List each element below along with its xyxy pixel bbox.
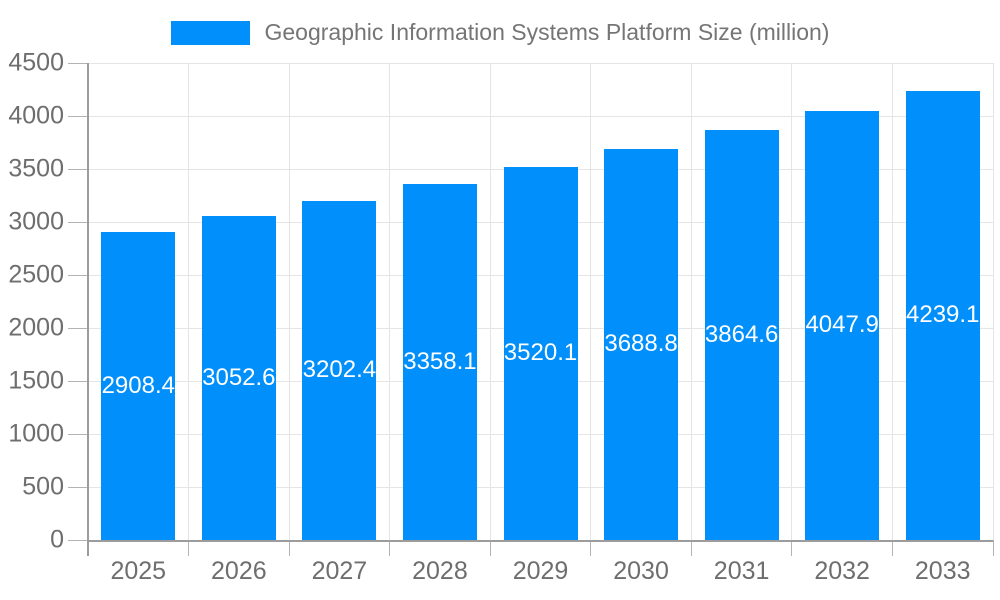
x-gridline <box>791 63 793 540</box>
x-gridline <box>188 63 190 540</box>
y-gridline <box>88 62 993 64</box>
y-axis-label: 500 <box>22 472 64 501</box>
y-axis-tick <box>68 486 88 488</box>
x-gridline <box>690 63 692 540</box>
y-gridline <box>88 115 993 117</box>
y-axis-label: 3000 <box>8 207 64 236</box>
x-axis-label: 2030 <box>613 557 669 585</box>
y-axis-tick <box>68 380 88 382</box>
legend-series-label: Geographic Information Systems Platform … <box>264 19 830 46</box>
bar-value-label: 3864.6 <box>704 321 779 349</box>
x-axis-label: 2032 <box>814 557 870 585</box>
bar <box>402 184 477 540</box>
y-axis-label: 0 <box>50 525 64 554</box>
bar <box>101 231 176 540</box>
x-axis-label: 2028 <box>412 557 468 585</box>
bar <box>302 200 377 540</box>
x-gridline <box>489 63 491 540</box>
bar <box>201 216 276 540</box>
y-axis-tick <box>68 62 88 64</box>
x-axis-tick <box>690 540 692 556</box>
bar-value-label: 2908.4 <box>101 371 175 399</box>
y-axis-tick <box>68 221 88 223</box>
y-axis-label: 4000 <box>8 101 64 130</box>
bar-value-label: 3358.1 <box>403 348 477 376</box>
x-axis-tick <box>590 540 592 556</box>
y-axis-label: 2500 <box>8 260 64 289</box>
x-gridline <box>590 63 592 540</box>
bar-value-label: 3520.1 <box>503 339 578 367</box>
bar <box>503 166 578 540</box>
x-axis-tick <box>992 540 994 556</box>
bar-value-label: 3688.8 <box>604 330 678 358</box>
x-gridline <box>288 63 290 540</box>
y-axis-tick <box>68 168 88 170</box>
x-axis-tick <box>891 540 893 556</box>
x-axis-label: 2027 <box>311 557 368 585</box>
bar <box>604 148 679 540</box>
bar <box>805 110 880 540</box>
y-axis-tick <box>68 327 88 329</box>
y-axis-label: 2000 <box>8 313 64 342</box>
bar-value-label: 4047.9 <box>805 311 879 339</box>
y-axis-tick <box>68 115 88 117</box>
y-axis-tick <box>68 433 88 435</box>
x-axis-tick <box>489 540 491 556</box>
bar-value-label: 4239.1 <box>906 301 980 329</box>
y-axis-tick <box>68 274 88 276</box>
x-axis-tick <box>389 540 391 556</box>
chart-legend[interactable]: Geographic Information Systems Platform … <box>0 18 1000 48</box>
x-axis-label: 2031 <box>713 557 770 585</box>
x-gridline <box>891 63 893 540</box>
y-axis-label: 4500 <box>8 48 64 77</box>
y-axis-label: 1000 <box>8 419 64 448</box>
x-axis-label: 2029 <box>512 557 569 585</box>
y-axis-tick <box>68 539 88 541</box>
y-axis-label: 1500 <box>8 366 64 395</box>
x-axis-tick <box>188 540 190 556</box>
legend-swatch-icon <box>170 21 250 45</box>
y-axis-line <box>87 63 89 556</box>
x-gridline <box>389 63 391 540</box>
x-axis-tick <box>288 540 290 556</box>
bar <box>905 90 980 540</box>
x-axis-label: 2033 <box>914 557 971 585</box>
y-axis-label: 3500 <box>8 154 64 183</box>
bar-value-label: 3052.6 <box>202 364 276 392</box>
x-axis-tick <box>791 540 793 556</box>
bar <box>704 130 779 540</box>
bar-value-label: 3202.4 <box>302 356 377 384</box>
x-axis-line <box>87 540 993 542</box>
x-axis-label: 2025 <box>110 557 167 585</box>
x-gridline <box>992 63 994 540</box>
x-axis-label: 2026 <box>211 557 267 585</box>
